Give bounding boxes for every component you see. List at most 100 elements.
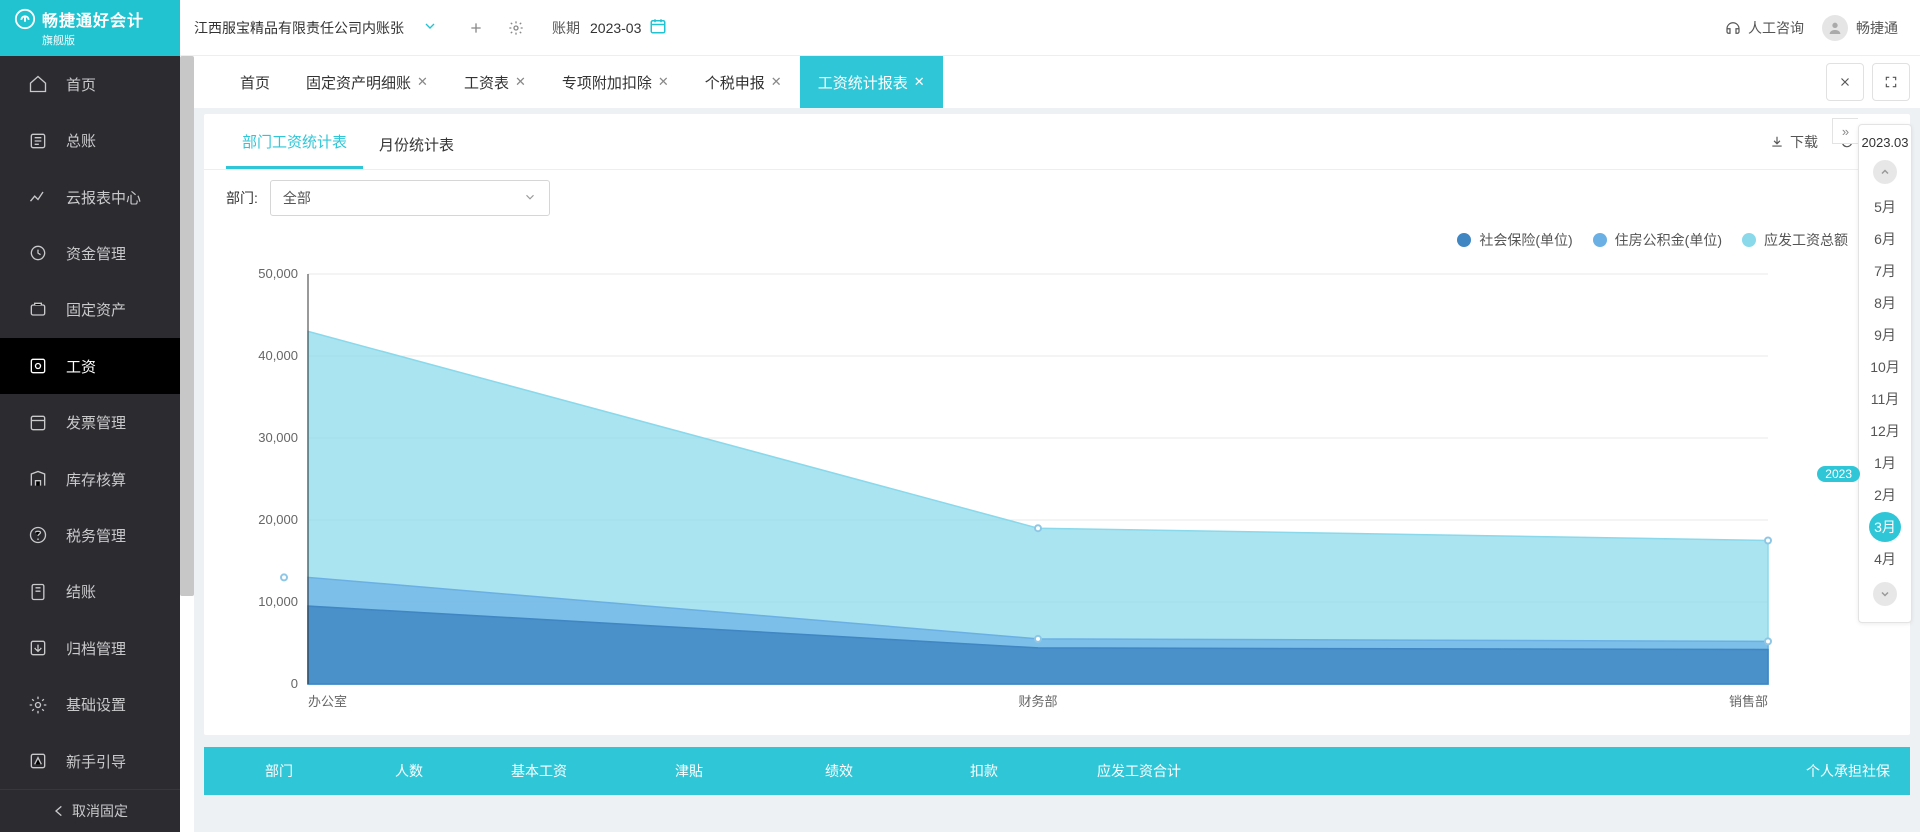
- month-option[interactable]: 9月: [1869, 320, 1901, 350]
- month-option[interactable]: 6月: [1869, 224, 1901, 254]
- legend-label: 住房公积金(单位): [1615, 230, 1722, 250]
- sidebar-unpin[interactable]: 取消固定: [0, 789, 180, 832]
- download-button[interactable]: 下载: [1770, 132, 1818, 152]
- sidebar-item-label: 结账: [66, 581, 96, 602]
- filter-row: 部门: 全部: [204, 170, 1910, 226]
- close-icon[interactable]: ✕: [914, 74, 925, 90]
- close-icon[interactable]: ✕: [515, 74, 526, 90]
- month-option[interactable]: 12月: [1869, 416, 1901, 446]
- user-menu[interactable]: 畅捷通: [1822, 15, 1898, 41]
- avatar-icon: [1822, 15, 1848, 41]
- month-option[interactable]: 5月: [1869, 192, 1901, 222]
- sidebar-item-label: 资金管理: [66, 243, 126, 264]
- sidebar-item-9[interactable]: 结账: [0, 564, 180, 620]
- month-option[interactable]: 11月: [1869, 384, 1901, 414]
- close-tab-button[interactable]: [1826, 63, 1864, 101]
- main-area: 首页固定资产明细账✕工资表✕专项附加扣除✕个税申报✕工资统计报表✕ 部门工资统计…: [194, 56, 1920, 832]
- page-tab-4[interactable]: 个税申报✕: [687, 56, 800, 108]
- period-label: 账期: [552, 18, 580, 38]
- legend-item[interactable]: 应发工资总额: [1742, 230, 1848, 250]
- sidebar-scrollbar[interactable]: [180, 56, 194, 832]
- sidebar-item-0[interactable]: 首页: [0, 56, 180, 112]
- table-column-header: 部门: [204, 761, 354, 781]
- sidebar-item-label: 首页: [66, 74, 96, 95]
- close-icon[interactable]: ✕: [771, 74, 782, 90]
- sidebar-item-1[interactable]: 总账: [0, 112, 180, 168]
- add-company-button[interactable]: [466, 18, 486, 38]
- brand-edition: 旗舰版: [42, 32, 180, 48]
- close-icon[interactable]: ✕: [417, 74, 428, 90]
- svg-text:销售部: 销售部: [1729, 694, 1768, 709]
- nav-icon: [28, 131, 48, 151]
- download-label: 下载: [1790, 132, 1818, 152]
- month-option[interactable]: 10月: [1869, 352, 1901, 382]
- summary-table-header: 部门人数基本工资津貼绩效扣款应发工资合计个人承担社保: [204, 747, 1910, 795]
- close-icon[interactable]: ✕: [658, 74, 669, 90]
- sidebar-item-3[interactable]: 资金管理: [0, 225, 180, 281]
- sidebar-item-2[interactable]: 云报表中心: [0, 169, 180, 225]
- sidebar-item-label: 新手引导: [66, 751, 126, 772]
- page-tab-5[interactable]: 工资统计报表✕: [800, 56, 943, 108]
- month-panel-title: 2023.03: [1862, 131, 1909, 154]
- legend-swatch-icon: [1593, 233, 1607, 247]
- legend-swatch-icon: [1742, 233, 1756, 247]
- page-tab-0[interactable]: 首页: [222, 56, 288, 108]
- legend-item[interactable]: 住房公积金(单位): [1593, 230, 1722, 250]
- svg-text:0: 0: [291, 676, 298, 691]
- sidebar-item-11[interactable]: 基础设置: [0, 676, 180, 732]
- legend-item[interactable]: 社会保险(单位): [1457, 230, 1572, 250]
- sub-tab-1[interactable]: 月份统计表: [363, 134, 470, 169]
- sub-tab-0[interactable]: 部门工资统计表: [226, 131, 363, 169]
- legend-label: 社会保险(单位): [1479, 230, 1572, 250]
- sidebar-item-7[interactable]: 库存核算: [0, 451, 180, 507]
- svg-text:40,000: 40,000: [258, 348, 298, 363]
- company-selector[interactable]: 江西服宝精品有限责任公司内账张: [194, 18, 456, 38]
- tab-label: 首页: [240, 72, 270, 93]
- calendar-icon[interactable]: [649, 17, 667, 38]
- sidebar-item-5[interactable]: 工资: [0, 338, 180, 394]
- department-select[interactable]: 全部: [270, 180, 550, 216]
- nav-icon: [28, 243, 48, 263]
- chart-container: 社会保险(单位)住房公积金(单位)应发工资总额 010,00020,00030,…: [204, 226, 1910, 735]
- help-link[interactable]: 人工咨询: [1724, 18, 1804, 38]
- sidebar-item-6[interactable]: 发票管理: [0, 394, 180, 450]
- sidebar-item-4[interactable]: 固定资产: [0, 282, 180, 338]
- sidebar: 首页总账云报表中心资金管理固定资产工资发票管理库存核算税务管理结账归档管理基础设…: [0, 56, 180, 832]
- chevron-down-icon: [523, 190, 537, 207]
- month-panel-toggle[interactable]: »: [1832, 118, 1858, 144]
- sub-tabs: 部门工资统计表月份统计表 下载 刷新: [204, 114, 1910, 170]
- tab-label: 工资表: [464, 72, 509, 93]
- page-tabs: 首页固定资产明细账✕工资表✕专项附加扣除✕个税申报✕工资统计报表✕: [194, 56, 1920, 108]
- month-option[interactable]: 2月: [1869, 480, 1901, 510]
- page-tab-2[interactable]: 工资表 ✕: [446, 56, 544, 108]
- month-scroll-up[interactable]: [1873, 160, 1897, 184]
- page-tab-3[interactable]: 专项附加扣除✕: [544, 56, 687, 108]
- month-option[interactable]: 8月: [1869, 288, 1901, 318]
- chart-legend: 社会保险(单位) 住房公积金(单位) 应发工资总额: [238, 226, 1848, 264]
- month-option[interactable]: 7月: [1869, 256, 1901, 286]
- legend-swatch-icon: [1457, 233, 1471, 247]
- svg-text:50,000: 50,000: [258, 266, 298, 281]
- page-tab-1[interactable]: 固定资产明细账✕: [288, 56, 446, 108]
- month-option[interactable]: 4月: [1869, 544, 1901, 574]
- headset-icon: [1724, 19, 1742, 37]
- svg-text:10,000: 10,000: [258, 594, 298, 609]
- area-chart: 010,00020,00030,00040,00050,000办公室财务部销售部: [238, 264, 1808, 724]
- table-column-header: 人数: [354, 761, 464, 781]
- sidebar-item-8[interactable]: 税务管理: [0, 507, 180, 563]
- nav-icon: [28, 413, 48, 433]
- nav-icon: [28, 356, 48, 376]
- year-badge: 2023: [1817, 466, 1860, 482]
- settings-gear-icon[interactable]: [506, 18, 526, 38]
- month-option[interactable]: 1月: [1869, 448, 1901, 478]
- table-column-header: 应发工资合计: [1054, 761, 1224, 781]
- month-scroll-down[interactable]: [1873, 582, 1897, 606]
- content-panel: 部门工资统计表月份统计表 下载 刷新 部门: 全部 社会保险(单位) 住房公积金(…: [204, 114, 1910, 735]
- sidebar-item-10[interactable]: 归档管理: [0, 620, 180, 676]
- period-value[interactable]: 2023-03: [590, 20, 641, 36]
- sidebar-item-12[interactable]: 新手引导: [0, 733, 180, 789]
- company-name: 江西服宝精品有限责任公司内账张: [194, 18, 404, 38]
- fullscreen-button[interactable]: [1872, 63, 1910, 101]
- user-name: 畅捷通: [1856, 18, 1898, 38]
- month-option[interactable]: 3月: [1869, 512, 1901, 542]
